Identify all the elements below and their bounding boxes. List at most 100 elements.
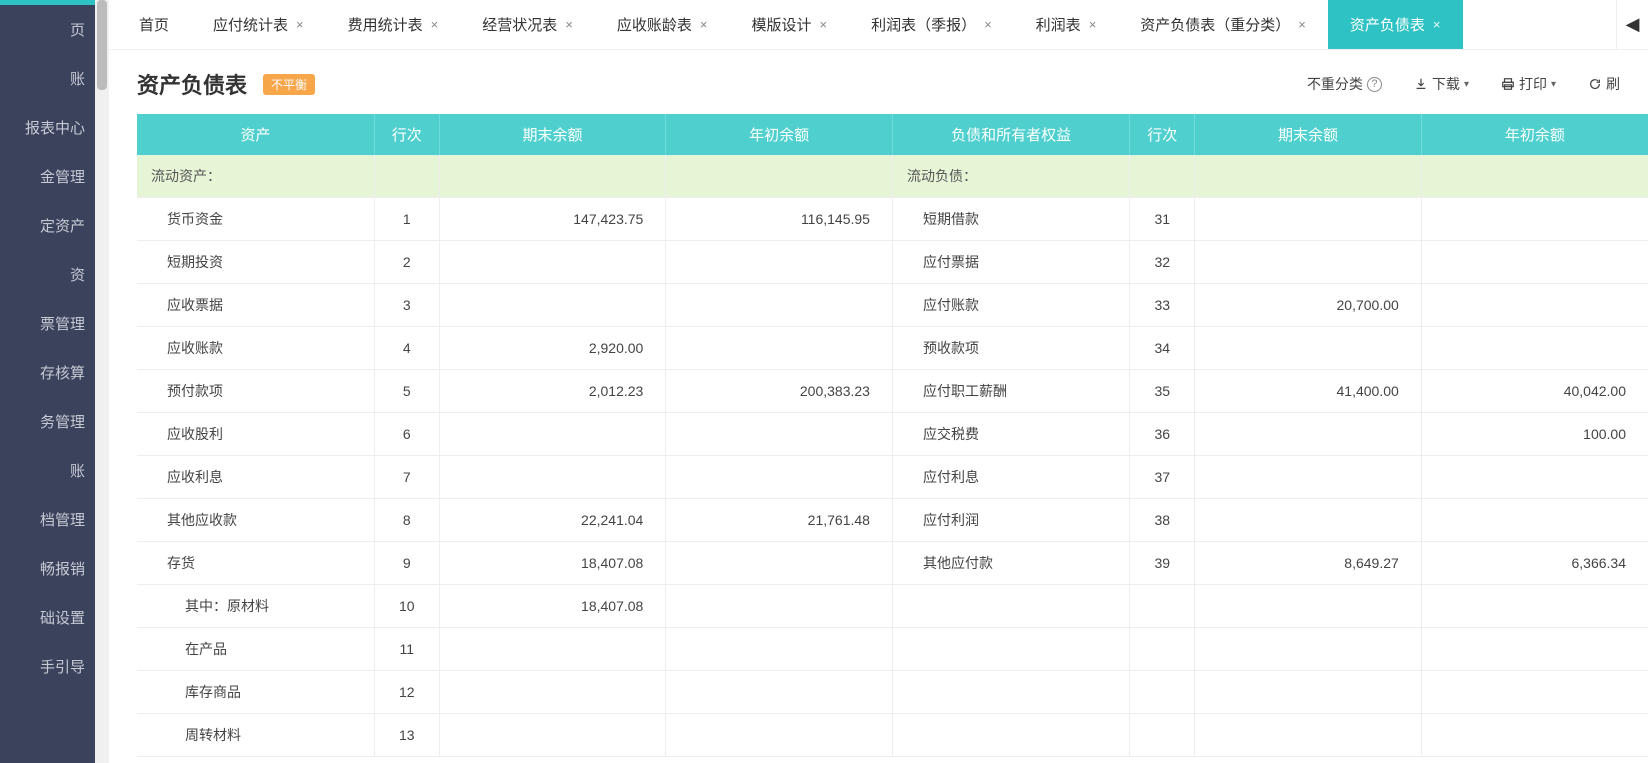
asset-begin-balance[interactable] — [666, 456, 893, 499]
liability-begin-balance[interactable] — [1421, 284, 1648, 327]
liability-begin-balance[interactable]: 6,366.34 — [1421, 542, 1648, 585]
help-icon[interactable]: ? — [1367, 77, 1382, 92]
tab-label: 模版设计 — [751, 14, 811, 35]
tab-5[interactable]: 模版设计 × — [729, 0, 849, 49]
sidebar-item-13[interactable]: 手引导 — [0, 642, 95, 691]
table-row: 短期投资2应付票据32 — [137, 241, 1648, 284]
sidebar-item-9[interactable]: 账 — [0, 446, 95, 495]
liability-end-balance[interactable] — [1195, 198, 1422, 241]
liability-end-balance[interactable] — [1195, 327, 1422, 370]
close-icon[interactable]: × — [431, 17, 439, 32]
table-body: 流动资产：流动负债：货币资金1147,423.75116,145.95短期借款3… — [137, 155, 1648, 757]
liability-begin-balance[interactable] — [1421, 628, 1648, 671]
asset-begin-balance[interactable] — [666, 671, 893, 714]
sidebar-item-12[interactable]: 础设置 — [0, 593, 95, 642]
asset-end-balance[interactable]: 22,241.04 — [439, 499, 666, 542]
liability-end-balance[interactable] — [1195, 671, 1422, 714]
sidebar-item-8[interactable]: 务管理 — [0, 397, 95, 446]
sidebar-item-4[interactable]: 定资产 — [0, 201, 95, 250]
sidebar-item-0[interactable]: 页 — [0, 5, 95, 54]
liability-end-balance[interactable]: 41,400.00 — [1195, 370, 1422, 413]
asset-begin-balance[interactable] — [666, 714, 893, 757]
liability-rownum: 33 — [1130, 284, 1195, 327]
sidebar-item-6[interactable]: 票管理 — [0, 299, 95, 348]
tab-6[interactable]: 利润表（季报）× — [849, 0, 1014, 49]
refresh-button[interactable]: 刷 — [1584, 74, 1620, 94]
tab-label: 应付统计表 — [213, 14, 288, 35]
asset-begin-balance[interactable]: 200,383.23 — [666, 370, 893, 413]
liability-end-balance[interactable] — [1195, 241, 1422, 284]
asset-end-balance[interactable] — [439, 284, 666, 327]
close-icon[interactable]: × — [700, 17, 708, 32]
asset-begin-balance[interactable] — [666, 542, 893, 585]
tab-1[interactable]: 应付统计表 × — [191, 0, 326, 49]
asset-end-balance[interactable]: 18,407.08 — [439, 585, 666, 628]
close-icon[interactable]: × — [565, 17, 573, 32]
liability-begin-balance[interactable] — [1421, 714, 1648, 757]
asset-begin-balance[interactable] — [666, 628, 893, 671]
sidebar-item-2[interactable]: 报表中心 — [0, 103, 95, 152]
print-button[interactable]: 打印 ▾ — [1497, 74, 1556, 94]
asset-begin-balance[interactable] — [666, 327, 893, 370]
sidebar-item-11[interactable]: 畅报销 — [0, 544, 95, 593]
asset-end-balance[interactable]: 2,920.00 — [439, 327, 666, 370]
close-icon[interactable]: × — [296, 17, 304, 32]
tabs-scroll-left-button[interactable]: ◀ — [1616, 0, 1648, 49]
tab-2[interactable]: 费用统计表× — [326, 0, 461, 49]
sidebar-item-10[interactable]: 档管理 — [0, 495, 95, 544]
asset-begin-balance[interactable]: 21,761.48 — [666, 499, 893, 542]
asset-begin-balance[interactable] — [666, 284, 893, 327]
asset-end-balance[interactable] — [439, 241, 666, 284]
liability-name: 应付票据 — [892, 241, 1129, 284]
close-icon[interactable]: × — [819, 17, 827, 32]
tab-4[interactable]: 应收账龄表× — [595, 0, 730, 49]
asset-begin-balance[interactable] — [666, 585, 893, 628]
sidebar-item-5[interactable]: 资 — [0, 250, 95, 299]
asset-end-balance[interactable] — [439, 456, 666, 499]
liability-end-balance[interactable] — [1195, 585, 1422, 628]
liability-begin-balance[interactable] — [1421, 456, 1648, 499]
liability-end-balance[interactable] — [1195, 628, 1422, 671]
asset-end-balance[interactable]: 2,012.23 — [439, 370, 666, 413]
tab-0[interactable]: 首页 — [117, 0, 191, 49]
tab-bar: 首页应付统计表×费用统计表×经营状况表×应收账龄表×模版设计×利润表（季报）×利… — [109, 0, 1648, 50]
tab-7[interactable]: 利润表× — [1014, 0, 1119, 49]
download-button[interactable]: 下载 ▾ — [1410, 74, 1469, 94]
sidebar-scrollbar-thumb[interactable] — [97, 0, 107, 90]
sidebar-item-7[interactable]: 存核算 — [0, 348, 95, 397]
liability-begin-balance[interactable] — [1421, 585, 1648, 628]
liability-end-balance[interactable]: 8,649.27 — [1195, 542, 1422, 585]
asset-end-balance[interactable] — [439, 628, 666, 671]
tab-9[interactable]: 资产负债表× — [1328, 0, 1463, 49]
sidebar-item-1[interactable]: 账 — [0, 54, 95, 103]
close-icon[interactable]: × — [1298, 17, 1306, 32]
sidebar-scrollbar[interactable] — [95, 0, 109, 763]
liability-begin-balance[interactable] — [1421, 241, 1648, 284]
asset-begin-balance[interactable] — [666, 241, 893, 284]
close-icon[interactable]: × — [1089, 17, 1097, 32]
asset-end-balance[interactable]: 147,423.75 — [439, 198, 666, 241]
tab-3[interactable]: 经营状况表× — [460, 0, 595, 49]
asset-end-balance[interactable]: 18,407.08 — [439, 542, 666, 585]
asset-end-balance[interactable] — [439, 714, 666, 757]
liability-end-balance[interactable] — [1195, 413, 1422, 456]
liability-begin-balance[interactable] — [1421, 499, 1648, 542]
asset-end-balance[interactable] — [439, 413, 666, 456]
liability-begin-balance[interactable]: 100.00 — [1421, 413, 1648, 456]
sidebar-item-3[interactable]: 金管理 — [0, 152, 95, 201]
no-reclass-button[interactable]: 不重分类 ? — [1307, 74, 1382, 94]
liability-begin-balance[interactable] — [1421, 198, 1648, 241]
asset-begin-balance[interactable]: 116,145.95 — [666, 198, 893, 241]
liability-begin-balance[interactable] — [1421, 671, 1648, 714]
close-icon[interactable]: × — [984, 17, 992, 32]
liability-end-balance[interactable]: 20,700.00 — [1195, 284, 1422, 327]
liability-begin-balance[interactable] — [1421, 327, 1648, 370]
liability-end-balance[interactable] — [1195, 714, 1422, 757]
tab-8[interactable]: 资产负债表（重分类）× — [1118, 0, 1328, 49]
asset-end-balance[interactable] — [439, 671, 666, 714]
close-icon[interactable]: × — [1433, 17, 1441, 32]
liability-end-balance[interactable] — [1195, 499, 1422, 542]
liability-end-balance[interactable] — [1195, 456, 1422, 499]
asset-begin-balance[interactable] — [666, 413, 893, 456]
liability-begin-balance[interactable]: 40,042.00 — [1421, 370, 1648, 413]
